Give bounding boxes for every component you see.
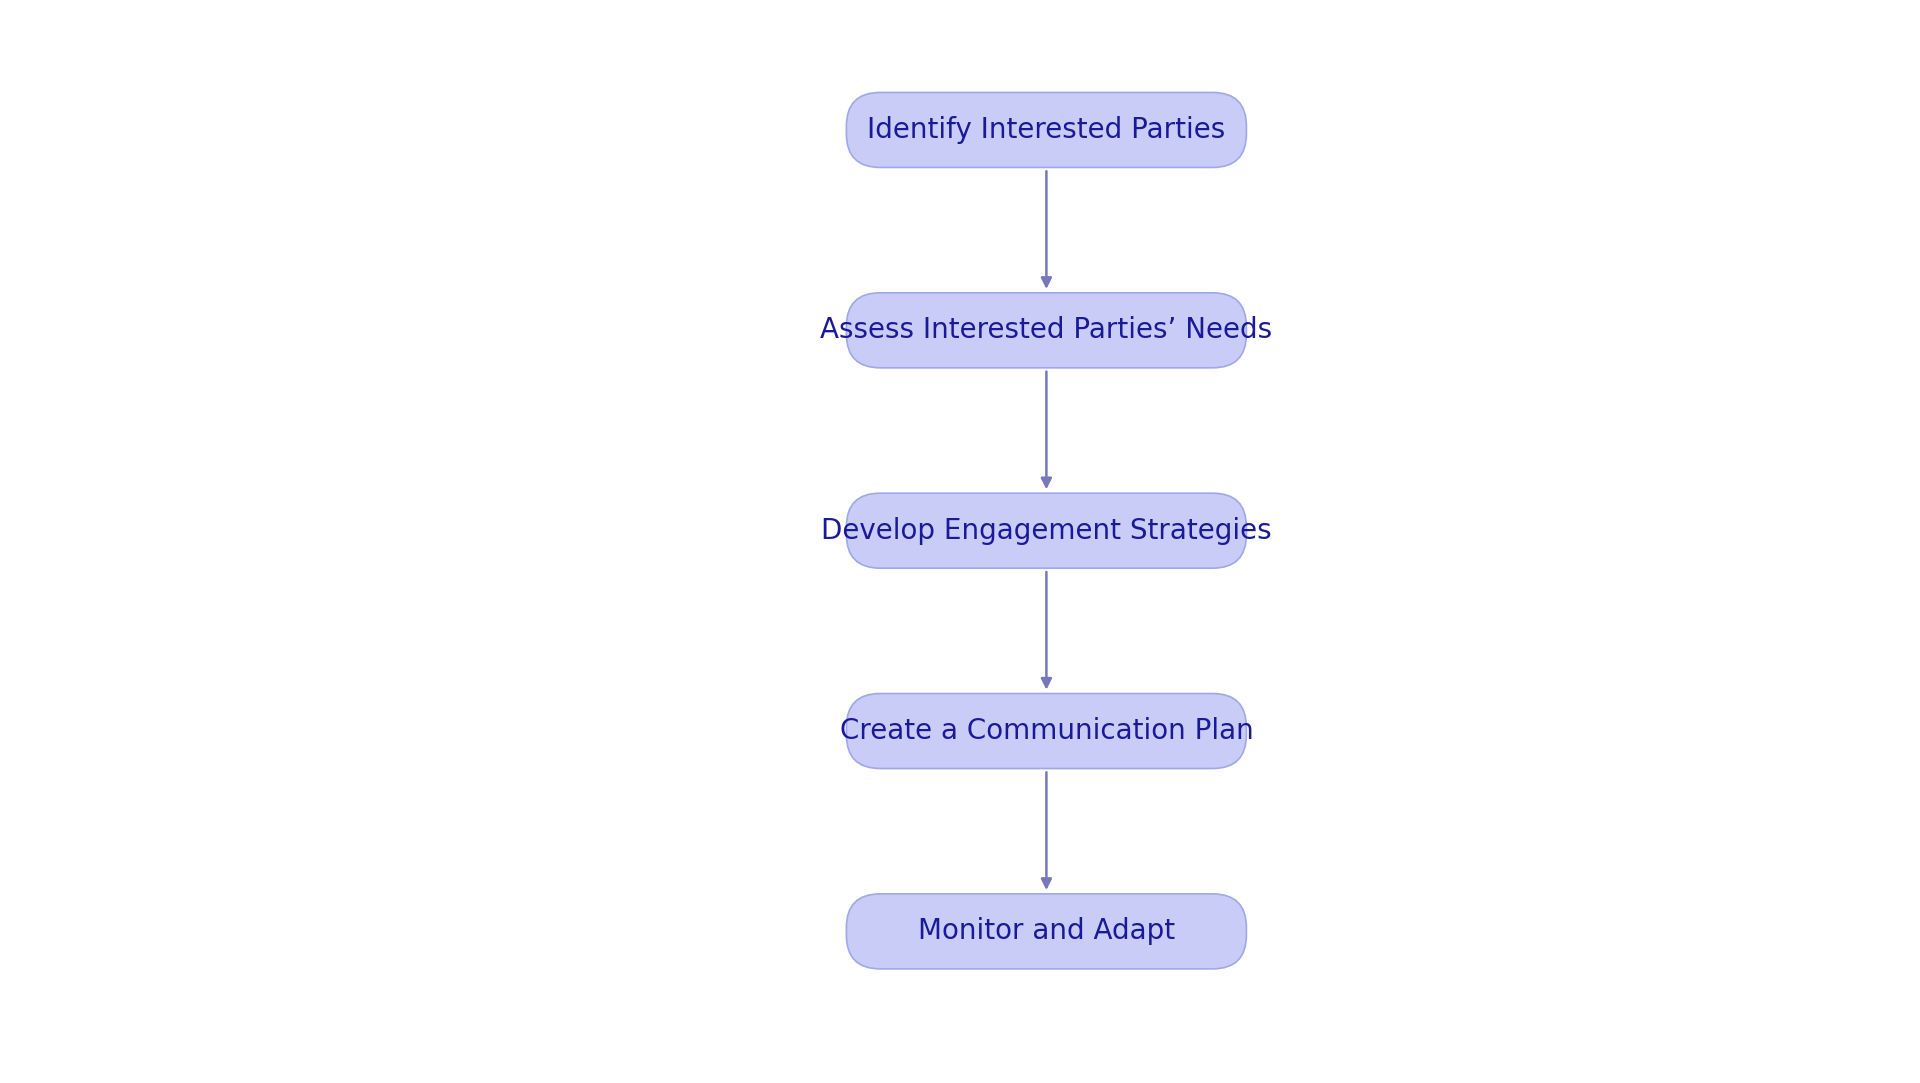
FancyBboxPatch shape bbox=[847, 693, 1246, 769]
FancyBboxPatch shape bbox=[847, 493, 1246, 569]
FancyBboxPatch shape bbox=[847, 893, 1246, 969]
Text: Identify Interested Parties: Identify Interested Parties bbox=[868, 116, 1225, 144]
Text: Assess Interested Parties’ Needs: Assess Interested Parties’ Needs bbox=[820, 316, 1273, 344]
FancyBboxPatch shape bbox=[847, 292, 1246, 368]
Text: Create a Communication Plan: Create a Communication Plan bbox=[839, 717, 1254, 745]
FancyBboxPatch shape bbox=[847, 92, 1246, 168]
Text: Develop Engagement Strategies: Develop Engagement Strategies bbox=[822, 517, 1271, 545]
Text: Monitor and Adapt: Monitor and Adapt bbox=[918, 917, 1175, 945]
